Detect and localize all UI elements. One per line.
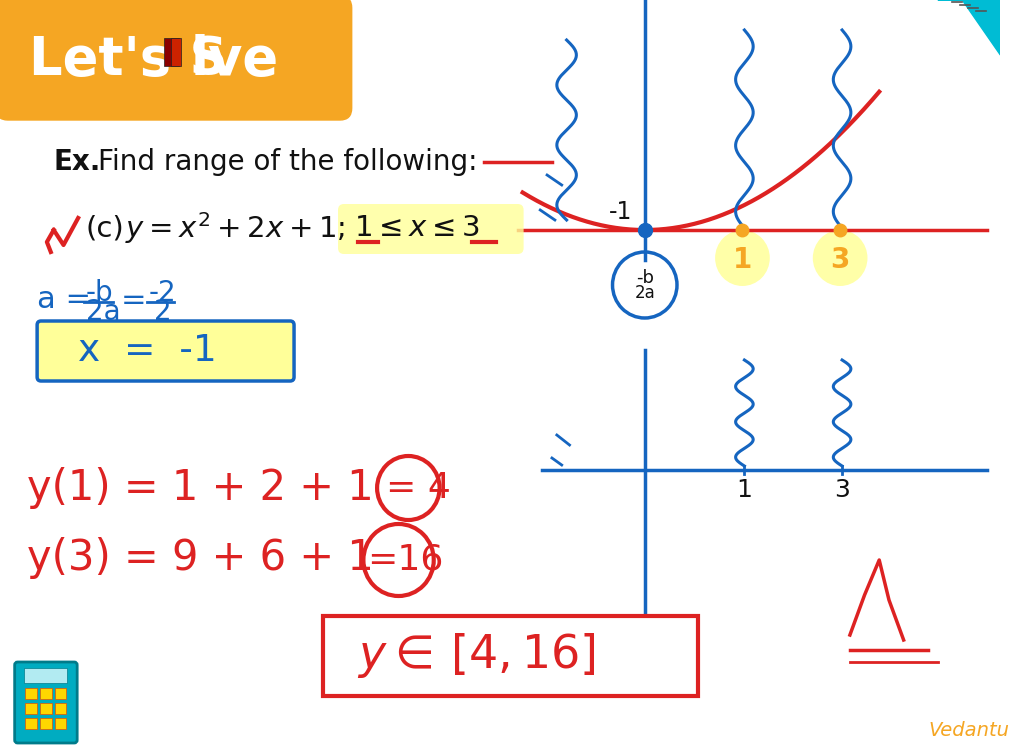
Text: (c): (c) xyxy=(86,214,125,242)
Text: 1: 1 xyxy=(733,246,752,274)
Polygon shape xyxy=(938,0,1000,55)
Text: -b: -b xyxy=(86,279,114,307)
Text: a =: a = xyxy=(37,286,91,314)
Text: -2: -2 xyxy=(148,279,176,307)
Text: y(3) = 9 + 6 + 1: y(3) = 9 + 6 + 1 xyxy=(28,537,374,579)
Circle shape xyxy=(813,230,867,286)
Text: -1: -1 xyxy=(608,200,632,224)
Circle shape xyxy=(715,230,770,286)
Text: Find range of the following:: Find range of the following: xyxy=(97,148,477,176)
Text: $y = x^2 + 2x + 1;$: $y = x^2 + 2x + 1;$ xyxy=(125,210,345,246)
Text: y(1) = 1 + 2 + 1: y(1) = 1 + 2 + 1 xyxy=(28,467,374,509)
FancyBboxPatch shape xyxy=(37,321,294,381)
FancyBboxPatch shape xyxy=(338,204,523,254)
Text: 2a: 2a xyxy=(635,284,655,302)
Text: 3: 3 xyxy=(830,246,850,274)
FancyBboxPatch shape xyxy=(0,0,351,120)
Text: x  =  -1: x = -1 xyxy=(78,333,217,369)
Text: 1: 1 xyxy=(736,478,753,502)
Text: Let's S: Let's S xyxy=(30,34,227,86)
Text: =: = xyxy=(121,286,146,314)
Text: = 4: = 4 xyxy=(386,471,451,505)
Text: Vedantu: Vedantu xyxy=(928,721,1009,740)
Text: Ex.: Ex. xyxy=(53,148,101,176)
Bar xyxy=(171,38,180,66)
Bar xyxy=(54,688,67,699)
Bar xyxy=(26,688,37,699)
Bar xyxy=(164,38,179,66)
Bar xyxy=(40,718,52,729)
Text: 2: 2 xyxy=(155,298,172,326)
FancyBboxPatch shape xyxy=(324,616,697,696)
Text: lve: lve xyxy=(190,34,279,86)
Bar xyxy=(26,718,37,729)
Bar xyxy=(54,703,67,714)
FancyBboxPatch shape xyxy=(14,662,77,743)
Text: 3: 3 xyxy=(835,478,850,502)
Text: =16: =16 xyxy=(368,543,443,577)
Text: $1 \leq x \leq 3$: $1 \leq x \leq 3$ xyxy=(353,214,479,242)
Text: -b: -b xyxy=(636,269,653,287)
Bar xyxy=(25,668,68,683)
Bar xyxy=(26,703,37,714)
Text: 2a: 2a xyxy=(86,298,121,326)
Bar xyxy=(54,718,67,729)
Text: $y \in \,[4,16]$: $y \in \,[4,16]$ xyxy=(356,632,595,680)
Bar xyxy=(40,688,52,699)
Bar xyxy=(40,703,52,714)
